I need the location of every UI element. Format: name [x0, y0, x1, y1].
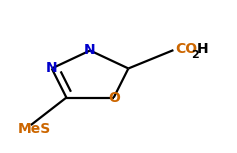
Text: O: O: [108, 91, 120, 104]
Text: CO: CO: [175, 42, 197, 56]
Text: MeS: MeS: [18, 122, 51, 136]
Text: 2: 2: [191, 50, 199, 60]
Text: N: N: [84, 43, 96, 58]
Text: N: N: [46, 62, 58, 75]
Text: H: H: [197, 42, 208, 56]
